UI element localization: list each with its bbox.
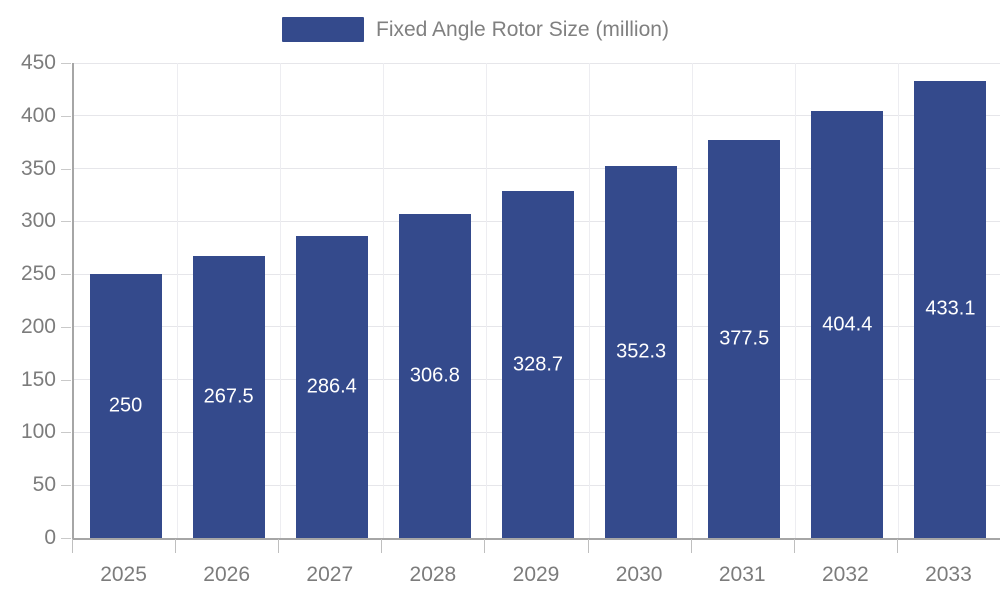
y-axis-tick-label: 400 <box>20 103 56 127</box>
v-gridline <box>795 63 797 538</box>
bar-value-label: 286.4 <box>306 375 357 398</box>
y-axis-tick-label: 450 <box>20 51 56 74</box>
x-axis-tick-label: 2025 <box>100 563 147 586</box>
v-gridline <box>382 63 384 538</box>
bar-value-label: 250 <box>108 394 143 417</box>
x-axis-tick-mark <box>690 539 692 553</box>
bar-value-label: 328.7 <box>512 353 564 376</box>
x-axis-tick-mark <box>793 539 795 553</box>
y-axis-tick-label: 300 <box>20 209 56 233</box>
v-gridline <box>176 63 178 538</box>
legend-swatch-icon <box>282 17 364 42</box>
x-axis-tick-label: 2030 <box>615 563 663 586</box>
bar-2032[interactable] <box>811 111 884 538</box>
v-gridline <box>279 63 281 538</box>
bar-2033[interactable] <box>914 80 987 538</box>
bar-value-label: 306.8 <box>409 364 460 387</box>
x-axis-tick-mark <box>484 539 486 553</box>
h-gridline <box>74 115 1000 117</box>
x-axis-tick-mark <box>896 539 898 553</box>
plot-area: 250 267.5 286.4 306.8 328.7 352.3 377.5 404.4 43… <box>72 62 1000 540</box>
legend[interactable]: Fixed Angle Rotor Size (million) <box>282 17 669 42</box>
x-axis-tick-mark <box>278 539 280 553</box>
bar-2026[interactable] <box>192 255 265 538</box>
y-axis-tick-mark <box>61 432 71 434</box>
bar-2025[interactable] <box>89 274 162 538</box>
x-axis-tick-label: 2033 <box>925 563 972 586</box>
v-gridline <box>898 63 900 538</box>
x-axis-tick-mark <box>72 539 73 553</box>
y-axis-tick-mark <box>61 274 71 276</box>
bar-2030[interactable] <box>605 166 678 538</box>
y-axis-tick-mark <box>61 115 71 117</box>
y-axis-tick-label: 0 <box>44 526 56 549</box>
x-axis-tick-mark <box>381 539 383 553</box>
v-gridline <box>692 63 694 538</box>
x-axis-tick-label: 2026 <box>203 563 251 586</box>
y-axis-tick-label: 350 <box>20 156 56 180</box>
y-axis-tick-label: 200 <box>20 314 56 338</box>
bar-value-label: 433.1 <box>925 297 976 320</box>
y-axis-tick-mark <box>61 168 71 170</box>
bar-2031[interactable] <box>708 139 781 538</box>
x-axis-tick-mark <box>587 539 589 553</box>
x-axis-tick-label: 2032 <box>821 563 869 586</box>
x-axis-tick-label: 2027 <box>306 563 354 586</box>
y-axis-tick-label: 50 <box>32 473 56 497</box>
h-gridline <box>74 62 1000 64</box>
v-gridline <box>485 63 487 538</box>
y-axis-tick-mark <box>61 485 71 487</box>
y-axis-tick-mark <box>61 538 71 539</box>
y-axis-tick-label: 150 <box>20 367 56 391</box>
y-axis-tick-label: 100 <box>20 420 56 444</box>
y-axis-tick-label: 250 <box>20 262 56 286</box>
y-axis-tick-mark <box>61 379 71 381</box>
y-axis-tick-mark <box>61 221 71 223</box>
h-gridline <box>74 168 1000 170</box>
y-axis-tick-mark <box>61 326 71 328</box>
bar-value-label: 267.5 <box>203 385 254 408</box>
v-gridline <box>589 63 591 538</box>
x-axis-tick-label: 2028 <box>409 563 457 586</box>
bar-2028[interactable] <box>398 214 471 538</box>
legend-label: Fixed Angle Rotor Size (million) <box>376 17 669 41</box>
y-axis-tick-mark <box>61 63 71 64</box>
bar-value-label: 404.4 <box>822 313 873 336</box>
x-axis-tick-label: 2031 <box>718 563 766 586</box>
x-axis-tick-label: 2029 <box>512 563 560 586</box>
bar-2027[interactable] <box>295 235 368 538</box>
x-axis-tick-mark <box>175 539 177 553</box>
bar-value-label: 377.5 <box>719 327 770 350</box>
bar-value-label: 352.3 <box>616 340 667 363</box>
bar-2029[interactable] <box>502 191 574 538</box>
